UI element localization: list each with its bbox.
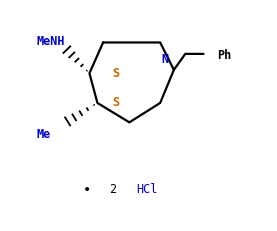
Text: Ph: Ph	[217, 49, 232, 61]
Text: S: S	[112, 67, 119, 80]
Text: Me: Me	[37, 128, 51, 141]
Text: •: •	[83, 183, 91, 197]
Text: MeNH: MeNH	[37, 35, 65, 48]
Text: HCl: HCl	[136, 183, 157, 196]
Text: N: N	[162, 53, 169, 66]
Text: S: S	[112, 97, 119, 109]
Text: 2: 2	[109, 183, 116, 196]
